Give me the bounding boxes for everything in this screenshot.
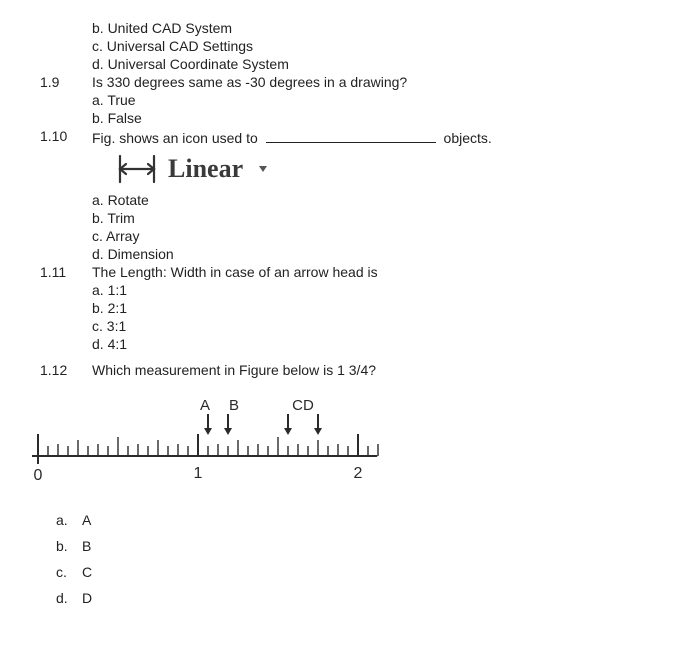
q112-opt-b-l: b. (56, 538, 82, 554)
q112-opt-d-l: d. (56, 590, 82, 606)
q110-text-after: objects. (440, 130, 492, 146)
svg-text:B: B (229, 397, 239, 414)
q111-number: 1.11 (40, 264, 92, 280)
svg-text:A: A (200, 397, 210, 414)
svg-text:CD: CD (292, 397, 314, 414)
q110-text: Fig. shows an icon used to objects. (92, 128, 680, 146)
q110-blank (266, 128, 436, 143)
q19-number: 1.9 (40, 74, 92, 90)
q111-opt-b: b. 2:1 (92, 300, 680, 316)
q111-opt-c: c. 3:1 (92, 318, 680, 334)
q112-text: Which measurement in Figure below is 1 3… (92, 362, 680, 378)
q112-opt-a-v: A (82, 512, 91, 528)
q111-text: The Length: Width in case of an arrow he… (92, 264, 680, 280)
linear-dimension-icon: Linear (114, 154, 680, 184)
q112-number: 1.12 (40, 362, 92, 378)
svg-text:0: 0 (34, 467, 43, 484)
linear-label: Linear (168, 154, 243, 184)
q18-opt-c: c. Universal CAD Settings (92, 38, 680, 54)
q19-text: Is 330 degrees same as -30 degrees in a … (92, 74, 680, 90)
q112-opt-a-l: a. (56, 512, 82, 528)
ruler-figure: 0 1 2 A B CD (28, 396, 398, 491)
dropdown-arrow-icon (259, 166, 267, 172)
q112-opt-b-v: B (82, 538, 91, 554)
q19-opt-b: b. False (92, 110, 680, 126)
q18-opt-d: d. Universal Coordinate System (92, 56, 680, 72)
q110-opt-c: c. Array (92, 228, 680, 244)
q111-opt-a: a. 1:1 (92, 282, 680, 298)
q110-text-before: Fig. shows an icon used to (92, 130, 262, 146)
svg-text:1: 1 (194, 465, 203, 482)
q111-opt-d: d. 4:1 (92, 336, 680, 352)
q18-opt-b: b. United CAD System (92, 20, 680, 36)
q110-number: 1.10 (40, 128, 92, 144)
q19-opt-a: a. True (92, 92, 680, 108)
dimension-glyph-icon (114, 154, 160, 184)
q110-opt-b: b. Trim (92, 210, 680, 226)
svg-text:2: 2 (354, 465, 363, 482)
q110-opt-d: d. Dimension (92, 246, 680, 262)
q112-opt-c-l: c. (56, 564, 82, 580)
q112-opt-c-v: C (82, 564, 92, 580)
q110-opt-a: a. Rotate (92, 192, 680, 208)
q112-opt-d-v: D (82, 590, 92, 606)
